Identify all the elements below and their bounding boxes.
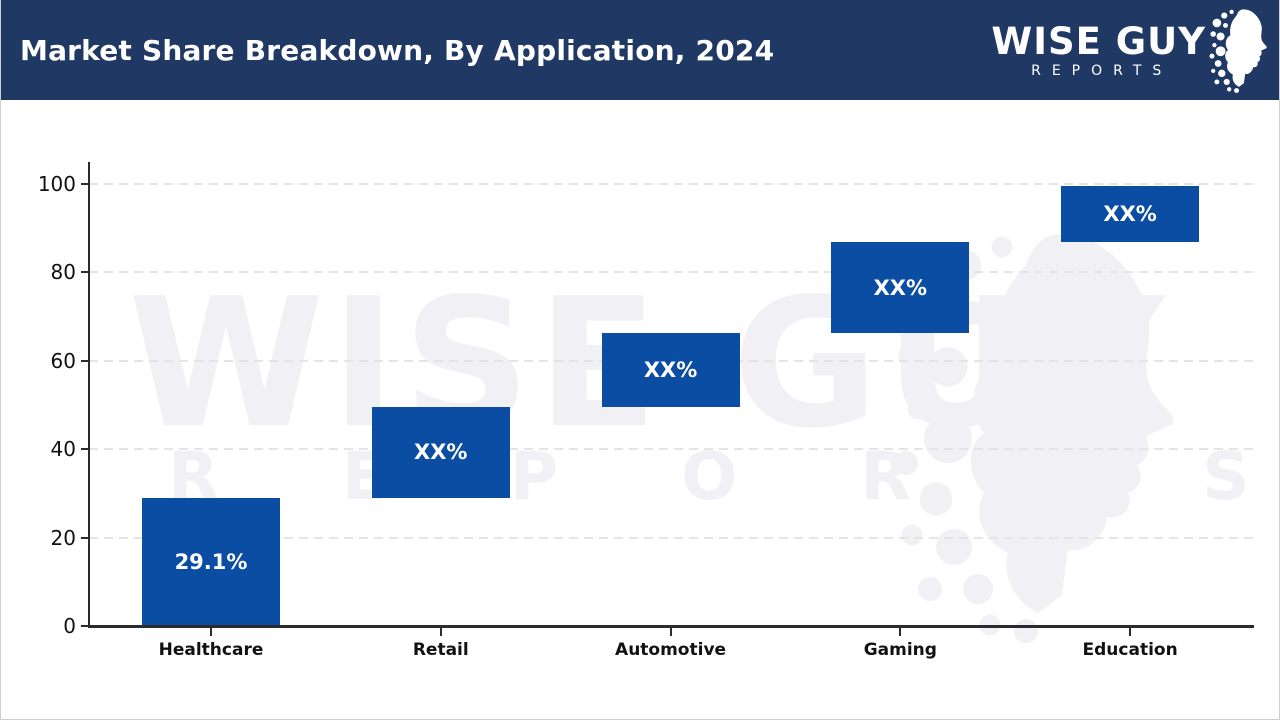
y-tick-40	[81, 448, 89, 451]
bar-value-label: 29.1%	[174, 550, 248, 574]
x-tick-2	[669, 628, 672, 636]
bar-education: XX%	[1061, 185, 1200, 242]
y-tick-label-0: 0	[63, 614, 76, 639]
y-tick-label-60: 60	[50, 348, 76, 373]
header-bar: Market Share Breakdown, By Application, …	[0, 0, 1280, 100]
bar-value-label: XX%	[643, 358, 698, 383]
x-category-label-retail: Retail	[412, 640, 469, 660]
brand-subtitle: REPORTS	[1031, 62, 1173, 79]
bar-gaming: XX%	[831, 241, 970, 334]
brand-name: WISE GUY	[991, 19, 1206, 63]
bar-automotive: XX%	[601, 333, 740, 408]
x-tick-3	[899, 628, 902, 636]
brand-logo: WISE GUY REPORTS	[991, 7, 1280, 93]
bar-value-label: XX%	[873, 275, 928, 300]
bar-value-label: XX%	[1103, 201, 1157, 226]
y-tick-80	[81, 271, 89, 274]
y-tick-100	[81, 182, 89, 185]
y-tick-60	[81, 359, 89, 362]
x-tick-4	[1129, 628, 1132, 636]
gridline-20	[89, 536, 1253, 539]
page-title: Market Share Breakdown, By Application, …	[20, 33, 775, 67]
wise-guy-head-icon	[1209, 9, 1267, 93]
y-tick-label-80: 80	[50, 260, 76, 285]
brand-logo-text: WISE GUY REPORTS	[991, 23, 1206, 78]
x-tick-0	[210, 628, 212, 636]
gridline-80	[89, 271, 1253, 274]
bar-healthcare: 29.1%	[142, 497, 280, 627]
y-tick-20	[81, 536, 89, 539]
x-tick-1	[439, 628, 442, 636]
bar-value-label: XX%	[414, 440, 468, 465]
gridline-40	[89, 448, 1253, 451]
y-tick-label-100: 100	[37, 171, 76, 196]
x-category-label-automotive: Automotive	[615, 640, 727, 660]
x-category-label-healthcare: Healthcare	[158, 640, 264, 660]
y-tick-0	[81, 625, 89, 628]
y-tick-label-40: 40	[50, 437, 76, 462]
x-axis-line	[88, 625, 1254, 628]
waterfall-chart: WISE GUY R E P O R T S 0 20 40 60 80 100 29.1%…	[0, 100, 1280, 720]
y-axis-line	[88, 162, 90, 628]
x-category-label-education: Education	[1082, 640, 1178, 660]
gridline-100	[89, 182, 1253, 185]
bar-retail: XX%	[371, 407, 510, 498]
x-category-label-gaming: Gaming	[863, 640, 937, 660]
y-tick-label-20: 20	[50, 525, 76, 550]
